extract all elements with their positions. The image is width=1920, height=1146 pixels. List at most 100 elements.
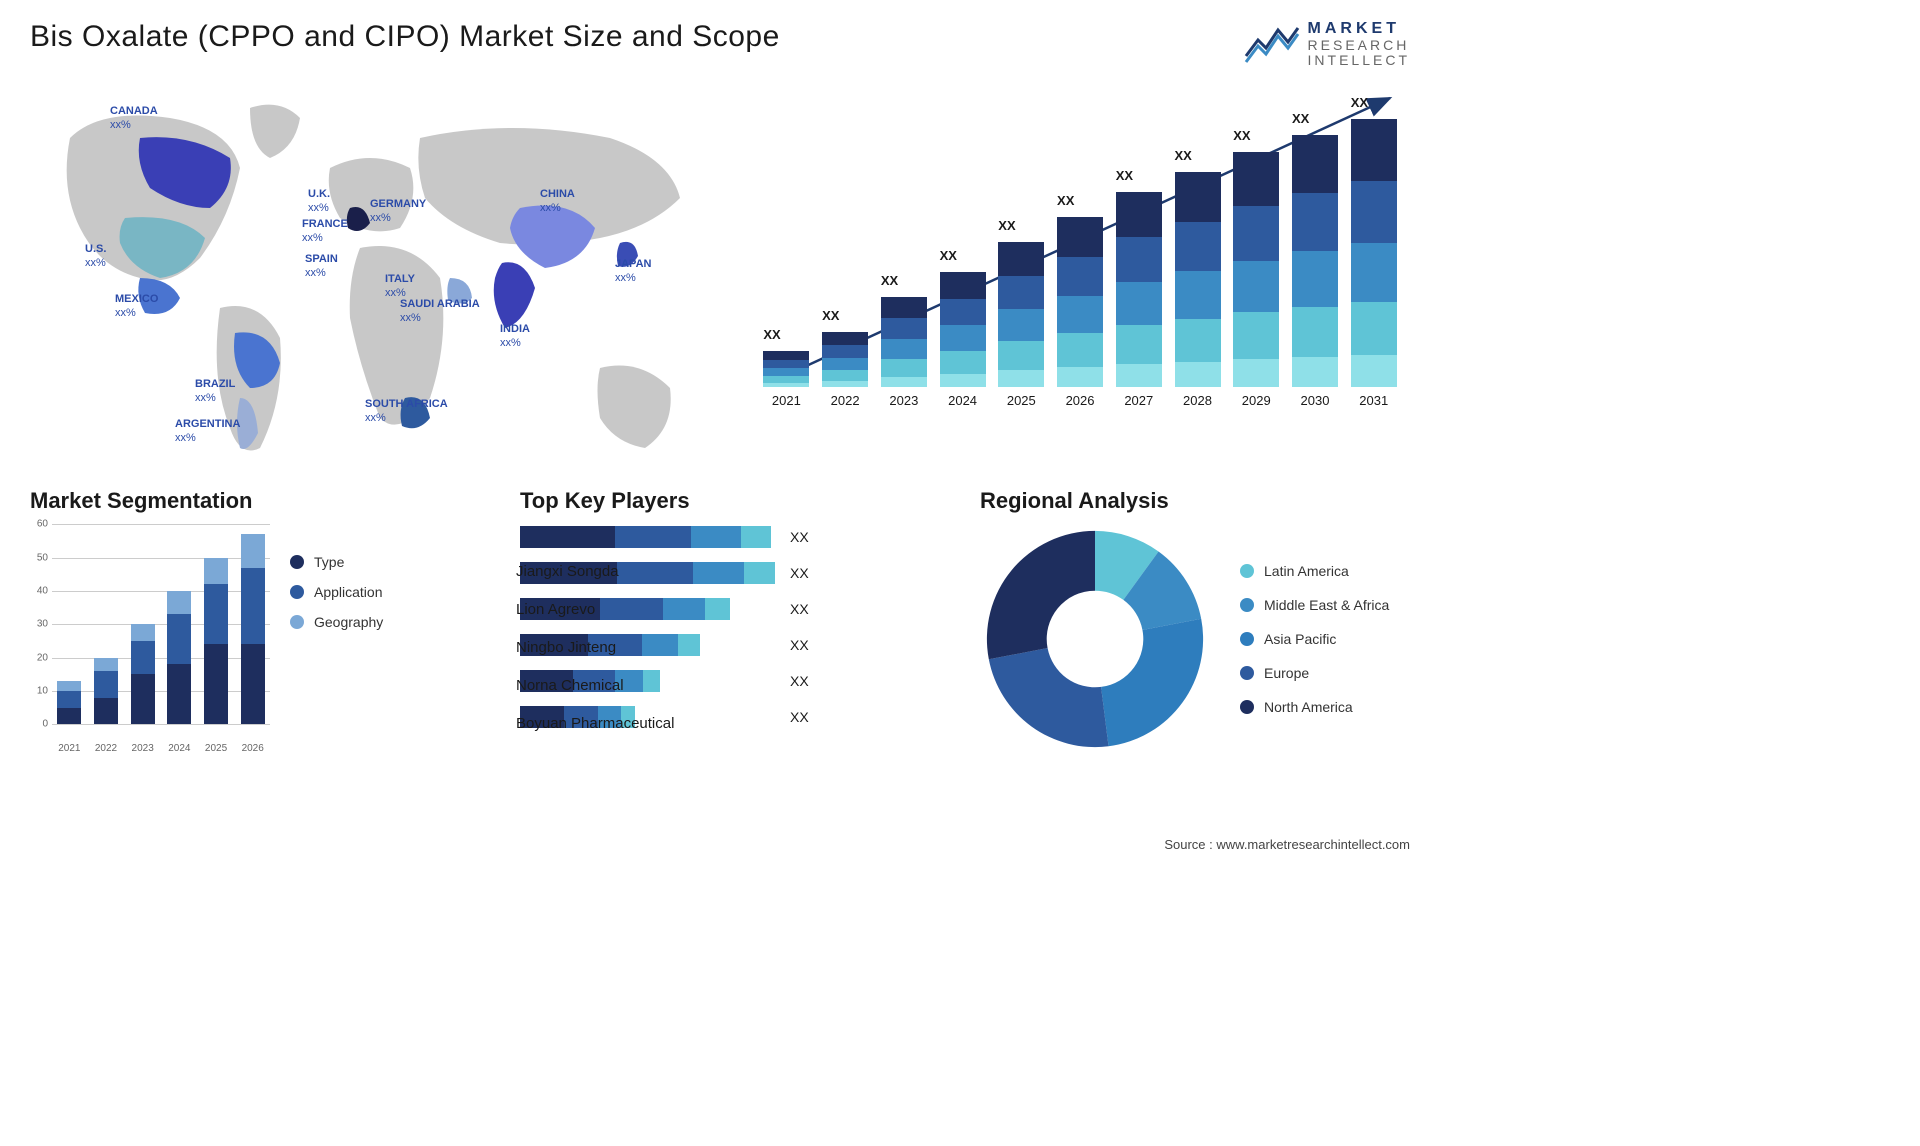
donut-slice <box>987 531 1095 659</box>
segmentation-bar <box>129 624 156 724</box>
forecast-chart-panel: XX2021XX2022XX2023XX2024XX2025XX2026XX20… <box>750 78 1410 478</box>
forecast-value-label: XX <box>822 308 839 323</box>
map-country-label: GERMANYxx% <box>370 198 426 224</box>
forecast-bar: XX2024 <box>936 272 989 408</box>
forecast-value-label: XX <box>1351 95 1368 110</box>
forecast-year-label: 2021 <box>772 393 801 408</box>
forecast-bar: XX2030 <box>1289 135 1342 408</box>
forecast-year-label: 2022 <box>831 393 860 408</box>
segmentation-ytick: 40 <box>37 586 48 597</box>
logo-text-3: INTELLECT <box>1308 53 1410 68</box>
regional-panel: Regional Analysis Latin America Middle Ea… <box>980 488 1410 754</box>
source-attribution: Source : www.marketresearchintellect.com <box>1164 837 1410 852</box>
legend-label: Type <box>314 554 344 570</box>
segmentation-legend-item: Type <box>290 554 383 570</box>
forecast-year-label: 2027 <box>1124 393 1153 408</box>
forecast-value-label: XX <box>1175 148 1192 163</box>
regional-legend-item: Latin America <box>1240 563 1389 579</box>
forecast-year-label: 2028 <box>1183 393 1212 408</box>
map-country-label: ITALYxx% <box>385 273 415 299</box>
player-value-label: XX <box>790 673 809 689</box>
map-country-label: INDIAxx% <box>500 323 530 349</box>
legend-label: Latin America <box>1264 563 1349 579</box>
segmentation-year-label: 2023 <box>129 743 156 754</box>
forecast-value-label: XX <box>940 248 957 263</box>
regional-donut-chart <box>980 524 1210 754</box>
segmentation-ytick: 60 <box>37 519 48 530</box>
regional-legend-item: Europe <box>1240 665 1389 681</box>
player-name-label: Ningbo Jinteng <box>516 634 674 660</box>
donut-slice <box>1101 619 1203 747</box>
player-row: XX <box>520 524 950 550</box>
segmentation-bar <box>166 591 193 724</box>
forecast-bar: XX2023 <box>877 297 930 408</box>
map-country-label: FRANCExx% <box>302 218 348 244</box>
forecast-value-label: XX <box>1116 168 1133 183</box>
segmentation-year-label: 2025 <box>203 743 230 754</box>
forecast-value-label: XX <box>763 327 780 342</box>
forecast-year-label: 2031 <box>1359 393 1388 408</box>
player-value-label: XX <box>790 565 809 581</box>
player-name-label: Norna Chemical <box>516 672 674 698</box>
player-value-label: XX <box>790 601 809 617</box>
forecast-year-label: 2030 <box>1301 393 1330 408</box>
segmentation-ytick: 50 <box>37 552 48 563</box>
regional-title: Regional Analysis <box>980 488 1410 514</box>
player-value-label: XX <box>790 709 809 725</box>
map-country-label: CHINAxx% <box>540 188 575 214</box>
donut-slice <box>989 648 1109 747</box>
forecast-value-label: XX <box>881 273 898 288</box>
forecast-year-label: 2029 <box>1242 393 1271 408</box>
segmentation-year-label: 2026 <box>239 743 266 754</box>
player-name-label: Jiangxi Songda <box>516 558 674 584</box>
segmentation-bar <box>239 534 266 724</box>
map-country-label: SOUTH AFRICAxx% <box>365 398 448 424</box>
forecast-bar: XX2025 <box>995 242 1048 408</box>
world-map-panel: CANADAxx%U.S.xx%MEXICOxx%BRAZILxx%ARGENT… <box>30 78 710 478</box>
map-country-label: U.K.xx% <box>308 188 330 214</box>
legend-label: Middle East & Africa <box>1264 597 1389 613</box>
map-country-label: JAPANxx% <box>615 258 651 284</box>
page-title: Bis Oxalate (CPPO and CIPO) Market Size … <box>30 20 780 54</box>
forecast-year-label: 2024 <box>948 393 977 408</box>
player-value-label: XX <box>790 637 809 653</box>
segmentation-bar <box>93 658 120 725</box>
segmentation-chart: 0102030405060 202120222023202420252026 <box>30 524 270 754</box>
map-country-label: U.S.xx% <box>85 243 106 269</box>
forecast-bar: XX2028 <box>1171 172 1224 408</box>
players-title: Top Key Players <box>520 488 950 514</box>
player-name-label: Boyuan Pharmaceutical <box>516 710 674 736</box>
logo-text-2: RESEARCH <box>1308 38 1410 53</box>
brand-logo: MARKET RESEARCH INTELLECT <box>1244 20 1410 68</box>
regional-legend-item: North America <box>1240 699 1389 715</box>
map-country-label: ARGENTINAxx% <box>175 418 240 444</box>
player-value-label: XX <box>790 529 809 545</box>
logo-text-1: MARKET <box>1308 20 1410 38</box>
regional-legend-item: Asia Pacific <box>1240 631 1389 647</box>
forecast-year-label: 2026 <box>1066 393 1095 408</box>
forecast-bar: XX2021 <box>760 351 813 408</box>
players-chart: XXXXXXXXXXXXJiangxi SongdaLion AgrevoNin… <box>520 524 950 754</box>
forecast-value-label: XX <box>1233 128 1250 143</box>
forecast-value-label: XX <box>998 218 1015 233</box>
legend-label: Geography <box>314 614 383 630</box>
segmentation-bar <box>56 681 83 724</box>
forecast-bar: XX2027 <box>1112 192 1165 408</box>
players-panel: Top Key Players XXXXXXXXXXXXJiangxi Song… <box>520 488 950 754</box>
forecast-bar: XX2026 <box>1054 217 1107 408</box>
segmentation-ytick: 10 <box>37 686 48 697</box>
segmentation-panel: Market Segmentation 0102030405060 202120… <box>30 488 490 754</box>
legend-label: Asia Pacific <box>1264 631 1336 647</box>
logo-icon <box>1244 22 1300 66</box>
legend-label: North America <box>1264 699 1353 715</box>
segmentation-year-label: 2022 <box>93 743 120 754</box>
segmentation-ytick: 30 <box>37 619 48 630</box>
legend-label: Europe <box>1264 665 1309 681</box>
segmentation-ytick: 20 <box>37 652 48 663</box>
segmentation-bar <box>203 558 230 725</box>
segmentation-year-label: 2024 <box>166 743 193 754</box>
segmentation-legend-item: Application <box>290 584 383 600</box>
forecast-bar: XX2031 <box>1347 119 1400 408</box>
map-country-label: CANADAxx% <box>110 105 158 131</box>
segmentation-ytick: 0 <box>42 719 48 730</box>
